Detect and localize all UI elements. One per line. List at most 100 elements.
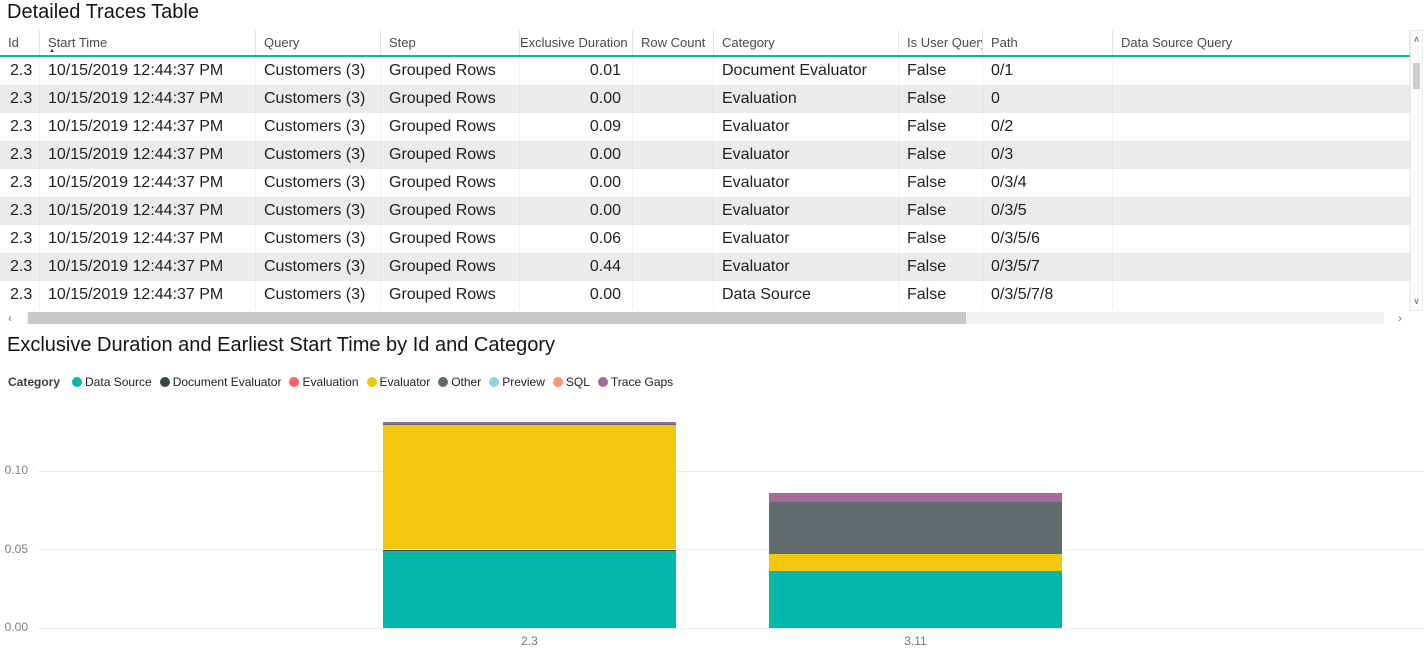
bar-segment-evaluator[interactable] (769, 554, 1062, 572)
legend-item-evaluation[interactable]: Evaluation (289, 375, 359, 389)
scroll-up-icon[interactable]: ∧ (1413, 34, 1420, 44)
column-header-label: Path (991, 35, 1018, 50)
table-row[interactable]: 2.3 10/15/2019 12:44:37 PM Customers (3) Gr… (0, 57, 1410, 85)
legend-item-other[interactable]: Other (438, 375, 481, 389)
table-row[interactable]: 2.3 10/15/2019 12:44:37 PM Customers (3) Gr… (0, 281, 1410, 309)
bar-segment-trace-gaps[interactable] (383, 422, 676, 424)
table-cell: Grouped Rows (381, 57, 520, 85)
table-cell: Grouped Rows (381, 197, 520, 225)
column-header-label: Category (722, 35, 775, 50)
table-cell (633, 253, 714, 281)
table-cell: Customers (3) (256, 197, 381, 225)
table-row[interactable]: 2.3 10/15/2019 12:44:37 PM Customers (3) Gr… (0, 225, 1410, 253)
legend-item-trace-gaps[interactable]: Trace Gaps (597, 375, 673, 389)
column-header-label: Step (389, 35, 416, 50)
bar-segment-evaluator[interactable] (383, 425, 676, 550)
table-cell: Customers (3) (256, 141, 381, 169)
table-cell: Evaluator (714, 169, 899, 197)
table-cell (633, 57, 714, 85)
bar-segment-document-evaluator[interactable] (383, 549, 676, 552)
stacked-bar-2.3 (383, 332, 676, 628)
table-cell: 2.3 (0, 141, 40, 169)
column-header-row-count[interactable]: Row Count (633, 30, 714, 55)
table-cell (633, 85, 714, 113)
column-header-category[interactable]: Category (714, 30, 899, 55)
table-cell: False (899, 141, 983, 169)
table-cell: 0 (983, 85, 1113, 113)
table-cell: 2.3 (0, 281, 40, 309)
column-header-exclusive-duration-[interactable]: Exclusive Duration (%) (520, 30, 633, 55)
table-cell: Customers (3) (256, 169, 381, 197)
table-row[interactable]: 2.3 10/15/2019 12:44:37 PM Customers (3) Gr… (0, 169, 1410, 197)
table-cell: Customers (3) (256, 281, 381, 309)
table-cell: Evaluator (714, 253, 899, 281)
table-row[interactable]: 2.3 10/15/2019 12:44:37 PM Customers (3) Gr… (0, 113, 1410, 141)
bar-segment-data-source[interactable] (769, 571, 1062, 628)
column-header-is-user-query[interactable]: Is User Query (899, 30, 983, 55)
table-row[interactable]: 2.3 10/15/2019 12:44:37 PM Customers (3) Gr… (0, 141, 1410, 169)
table-cell: 0/1 (983, 57, 1113, 85)
table-row[interactable]: 2.3 10/15/2019 12:44:37 PM Customers (3) Gr… (0, 197, 1410, 225)
table-cell (633, 281, 714, 309)
y-axis-tick-label: 0.10 (4, 463, 28, 477)
table-cell: 10/15/2019 12:44:37 PM (40, 85, 256, 113)
table-row[interactable]: 2.3 10/15/2019 12:44:37 PM Customers (3) Gr… (0, 85, 1410, 113)
column-header-label: Query (264, 35, 300, 50)
table-cell: 2.3 (0, 85, 40, 113)
column-header-start-time[interactable]: Start Time ▲ (40, 30, 256, 55)
table-cell: 2.3 (0, 253, 40, 281)
table-cell (1113, 281, 1410, 309)
table-cell: Grouped Rows (381, 141, 520, 169)
table-cell: 0/3/5/7/8 (983, 281, 1113, 309)
legend-color-dot (159, 377, 170, 387)
legend-color-dot (289, 377, 300, 387)
table-cell (1113, 85, 1410, 113)
legend-item-preview[interactable]: Preview (489, 375, 545, 389)
bar-segment-trace-gaps[interactable] (769, 492, 1062, 503)
table-cell (1113, 169, 1410, 197)
horizontal-scrollbar-thumb[interactable] (28, 312, 966, 324)
legend-item-sql[interactable]: SQL (552, 375, 590, 389)
table-cell: False (899, 85, 983, 113)
legend-item-label: Document Evaluator (172, 375, 282, 389)
vertical-scrollbar-thumb[interactable] (1413, 63, 1420, 89)
bar-segment-other[interactable] (769, 502, 1062, 555)
table-cell: Customers (3) (256, 57, 381, 85)
table-cell (633, 141, 714, 169)
legend-color-dot (72, 377, 83, 387)
scroll-left-icon[interactable]: ‹ (8, 311, 12, 325)
legend-item-label: Evaluation (302, 375, 359, 389)
table-cell: Grouped Rows (381, 281, 520, 309)
column-header-path[interactable]: Path (983, 30, 1113, 55)
table-cell: 0/3/5 (983, 197, 1113, 225)
table-cell (1113, 113, 1410, 141)
table-cell (1113, 57, 1410, 85)
table-body: 2.3 10/15/2019 12:44:37 PM Customers (3) Gr… (0, 57, 1410, 309)
table-cell: 0.44 (520, 253, 633, 281)
table-cell: 0.09 (520, 113, 633, 141)
column-header-step[interactable]: Step (381, 30, 520, 55)
column-header-data-source-query[interactable]: Data Source Query (1113, 30, 1410, 55)
bar-segment-other[interactable] (383, 423, 676, 426)
table-row[interactable]: 2.3 10/15/2019 12:44:37 PM Customers (3) Gr… (0, 253, 1410, 281)
column-header-id[interactable]: Id (0, 30, 40, 55)
horizontal-scrollbar[interactable]: ‹ › (0, 311, 1410, 325)
scroll-right-icon[interactable]: › (1398, 311, 1402, 325)
vertical-scrollbar[interactable]: ∧ ∨ (1410, 30, 1423, 311)
bar-segment-data-source[interactable] (383, 551, 676, 628)
table-cell: Customers (3) (256, 113, 381, 141)
legend-item-label: Preview (502, 375, 545, 389)
scroll-down-icon[interactable]: ∨ (1413, 296, 1420, 306)
legend-item-document-evaluator[interactable]: Document Evaluator (159, 375, 282, 389)
legend-item-evaluator[interactable]: Evaluator (366, 375, 431, 389)
legend-item-label: Evaluator (379, 375, 431, 389)
column-header-label: Id (8, 35, 19, 50)
column-header-query[interactable]: Query (256, 30, 381, 55)
legend-color-dot (552, 377, 563, 387)
table-cell: 10/15/2019 12:44:37 PM (40, 253, 256, 281)
table-cell: 0/2 (983, 113, 1113, 141)
table-cell: 2.3 (0, 197, 40, 225)
legend-item-data-source[interactable]: Data Source (72, 375, 152, 389)
table-cell: Customers (3) (256, 253, 381, 281)
table-cell: Document Evaluator (714, 57, 899, 85)
